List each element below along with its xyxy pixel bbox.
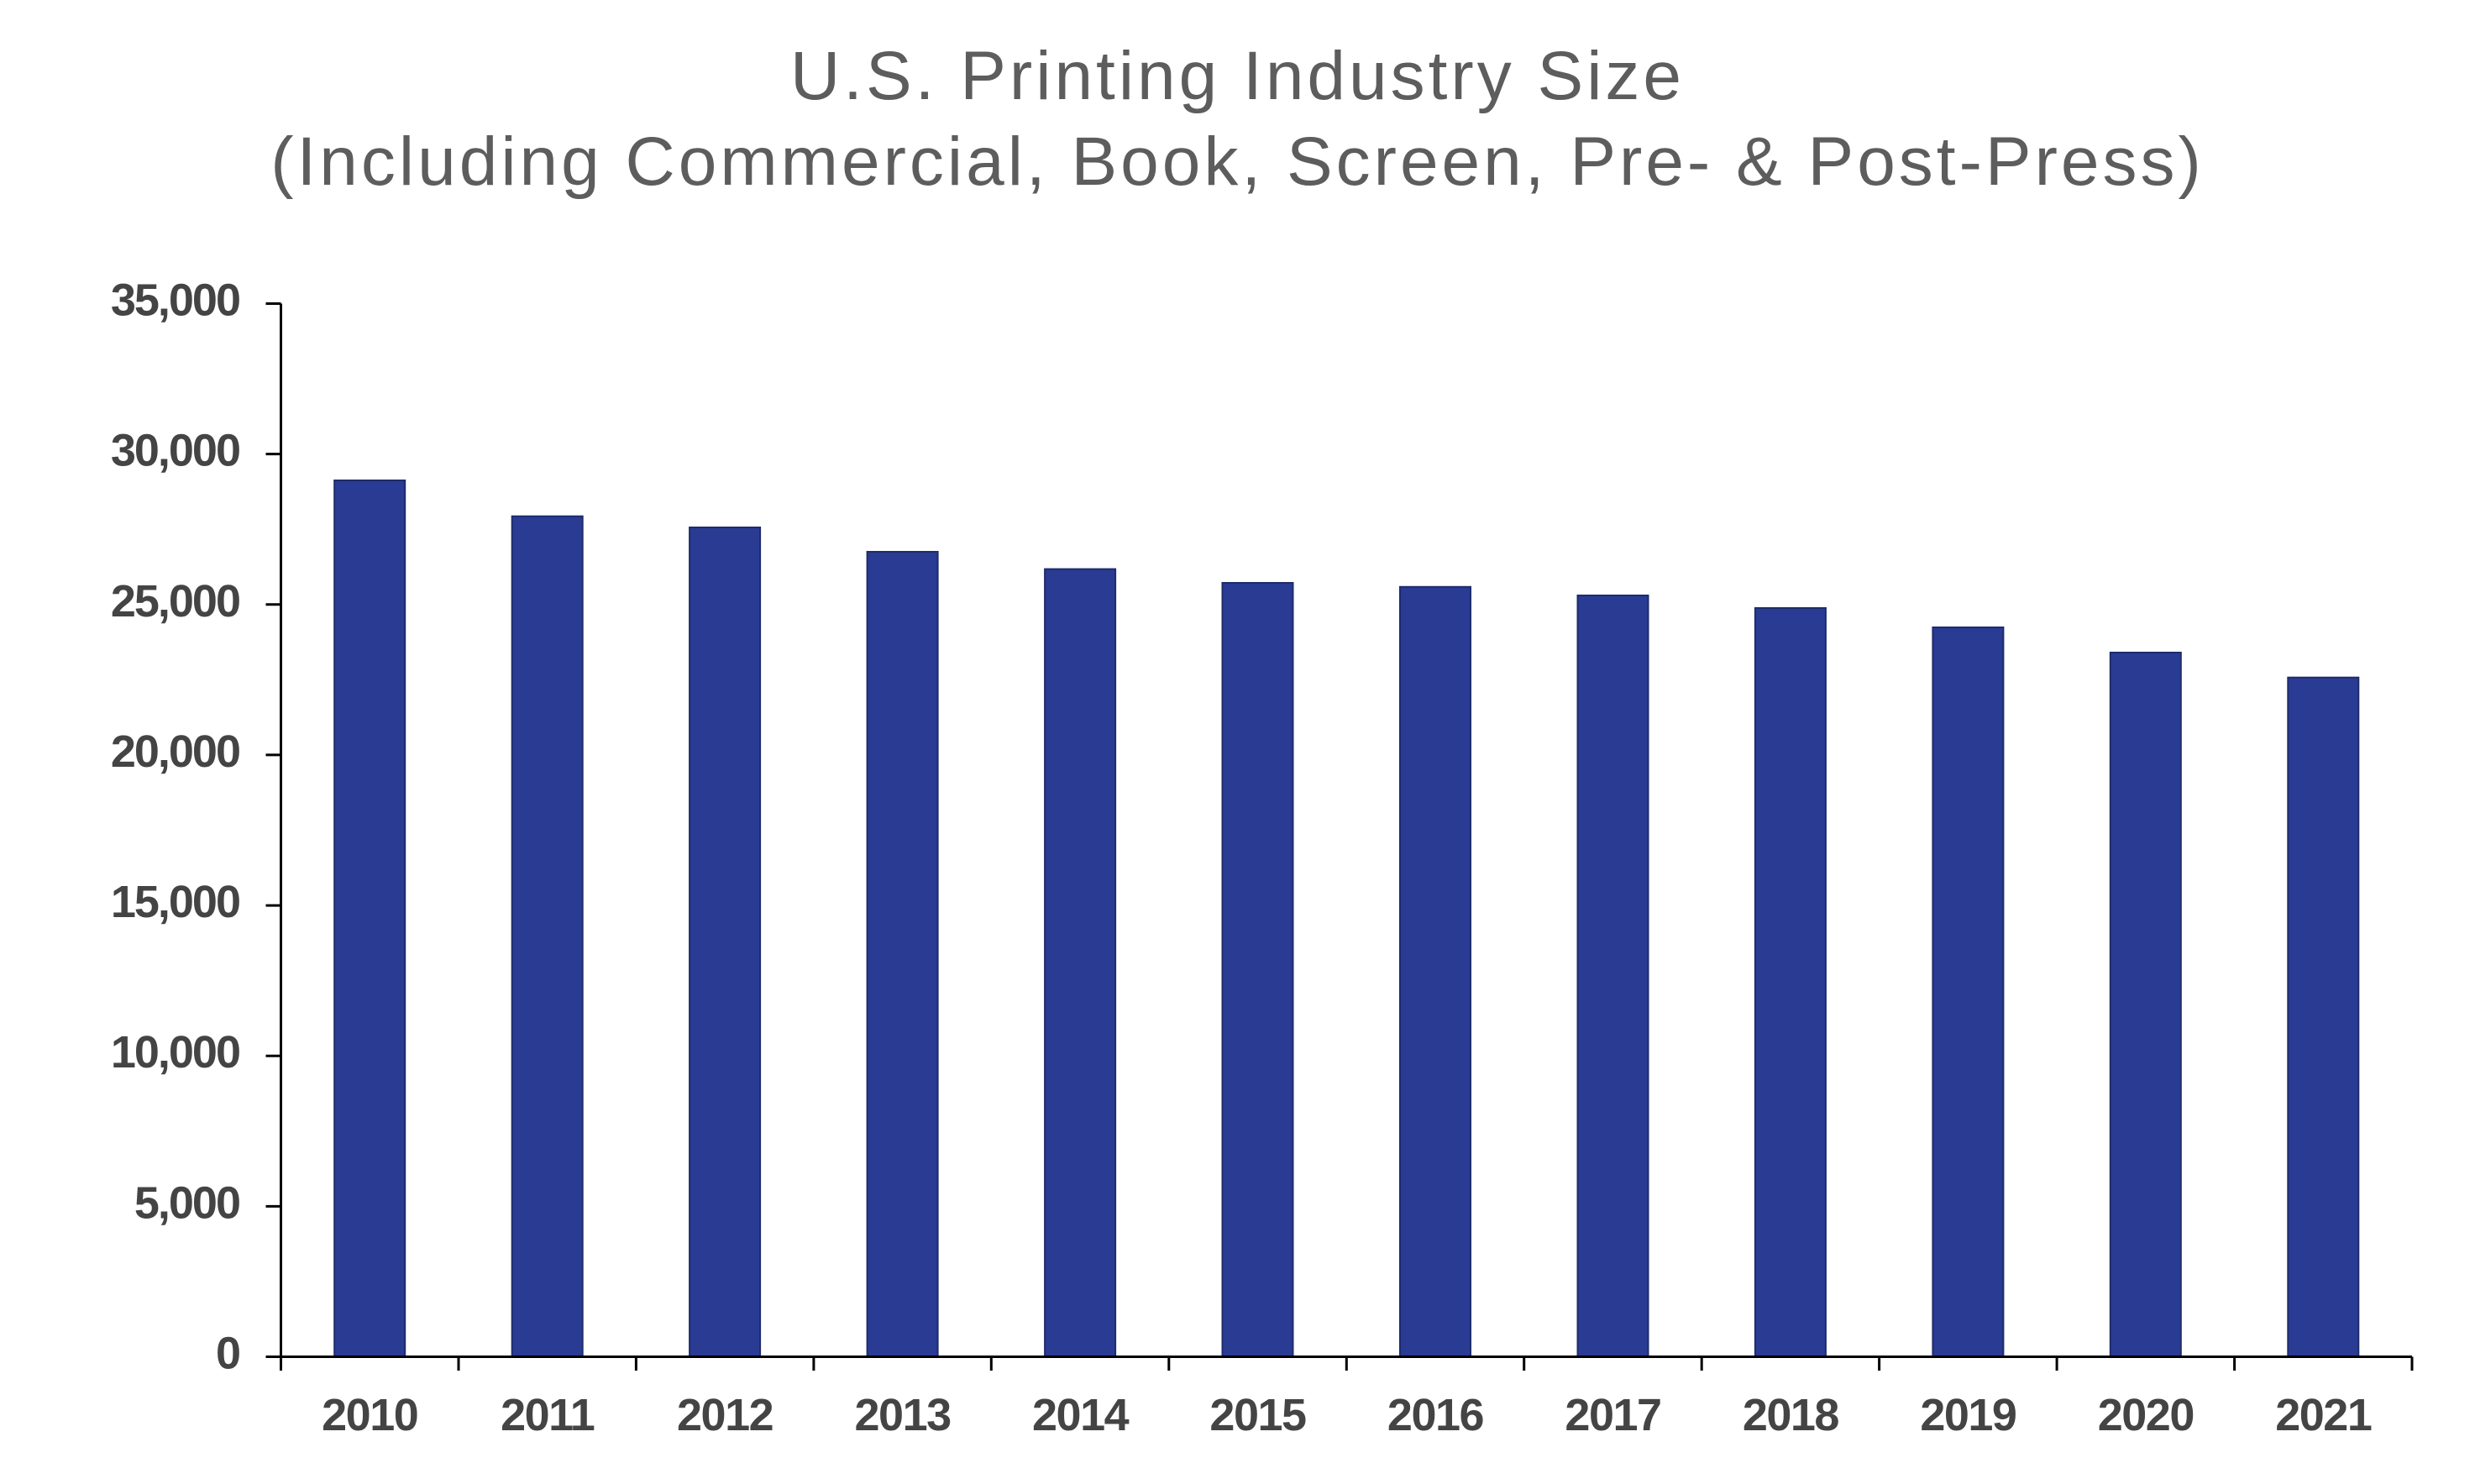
svg-text:2021: 2021 bbox=[2275, 1390, 2372, 1440]
svg-text:35,000: 35,000 bbox=[111, 275, 239, 326]
svg-text:30,000: 30,000 bbox=[111, 426, 239, 476]
svg-text:2020: 2020 bbox=[2098, 1390, 2194, 1440]
svg-text:5,000: 5,000 bbox=[134, 1177, 239, 1228]
svg-text:25,000: 25,000 bbox=[111, 576, 239, 627]
svg-text:2013: 2013 bbox=[855, 1390, 952, 1440]
svg-text:2012: 2012 bbox=[677, 1390, 773, 1440]
svg-text:2016: 2016 bbox=[1387, 1390, 1484, 1440]
svg-text:2010: 2010 bbox=[322, 1390, 417, 1440]
svg-text:0: 0 bbox=[216, 1329, 239, 1379]
svg-text:2018: 2018 bbox=[1743, 1390, 1839, 1440]
svg-text:2019: 2019 bbox=[1920, 1390, 2016, 1440]
svg-text:10,000: 10,000 bbox=[111, 1027, 239, 1078]
svg-text:2014: 2014 bbox=[1032, 1390, 1130, 1440]
svg-text:U.S. Printing Industry Size: U.S. Printing Industry Size bbox=[790, 38, 1685, 114]
svg-text:2017: 2017 bbox=[1565, 1390, 1660, 1440]
svg-text:(Including Commercial, Book, S: (Including Commercial, Book, Screen, Pre… bbox=[270, 123, 2205, 200]
svg-text:20,000: 20,000 bbox=[111, 726, 239, 777]
svg-text:2011: 2011 bbox=[501, 1390, 595, 1440]
svg-text:15,000: 15,000 bbox=[111, 877, 239, 927]
svg-text:2015: 2015 bbox=[1209, 1390, 1306, 1440]
